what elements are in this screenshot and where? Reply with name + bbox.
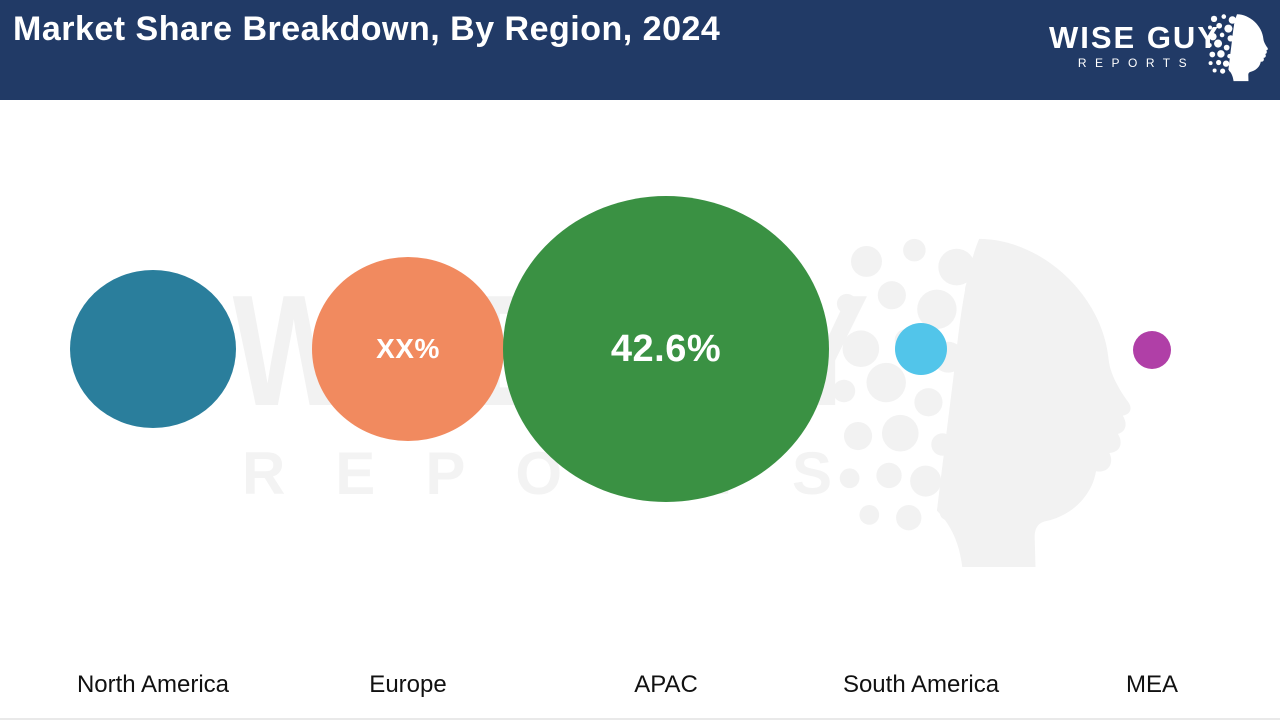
region-label-apac: APAC — [634, 671, 698, 698]
region-label-north-america: North America — [76, 671, 230, 698]
region-label-mea: MEA — [1125, 671, 1179, 698]
page-title: Market Share Breakdown, By Region, 2024 — [13, 10, 721, 48]
bubble-mea — [1133, 331, 1171, 369]
header-bar: Market Share Breakdown, By Region, 2024 … — [0, 0, 1280, 100]
region-label-europe: Europe — [369, 671, 447, 698]
logo-wordmark: WISE GUY — [1048, 19, 1220, 55]
bubble-south-america — [895, 323, 947, 375]
bubble-europe: XX% — [312, 257, 504, 441]
watermark-dotted-face-icon — [826, 222, 1152, 567]
bubble-value-label-europe: XX% — [376, 333, 440, 364]
wise-guy-logo: WISE GUY REPORTS — [1049, 8, 1272, 84]
bubble-apac: 42.6% — [503, 196, 829, 502]
logo-subtext: REPORTS — [1077, 56, 1196, 71]
bubble-north-america — [70, 270, 236, 428]
bubble-value-label-apac: 42.6% — [610, 327, 722, 370]
logo-text: WISE GUY REPORTS — [1048, 19, 1220, 71]
bottom-divider — [0, 718, 1280, 720]
region-label-south-america: South America — [842, 671, 1000, 698]
logo-dotted-face-icon — [1206, 8, 1272, 84]
